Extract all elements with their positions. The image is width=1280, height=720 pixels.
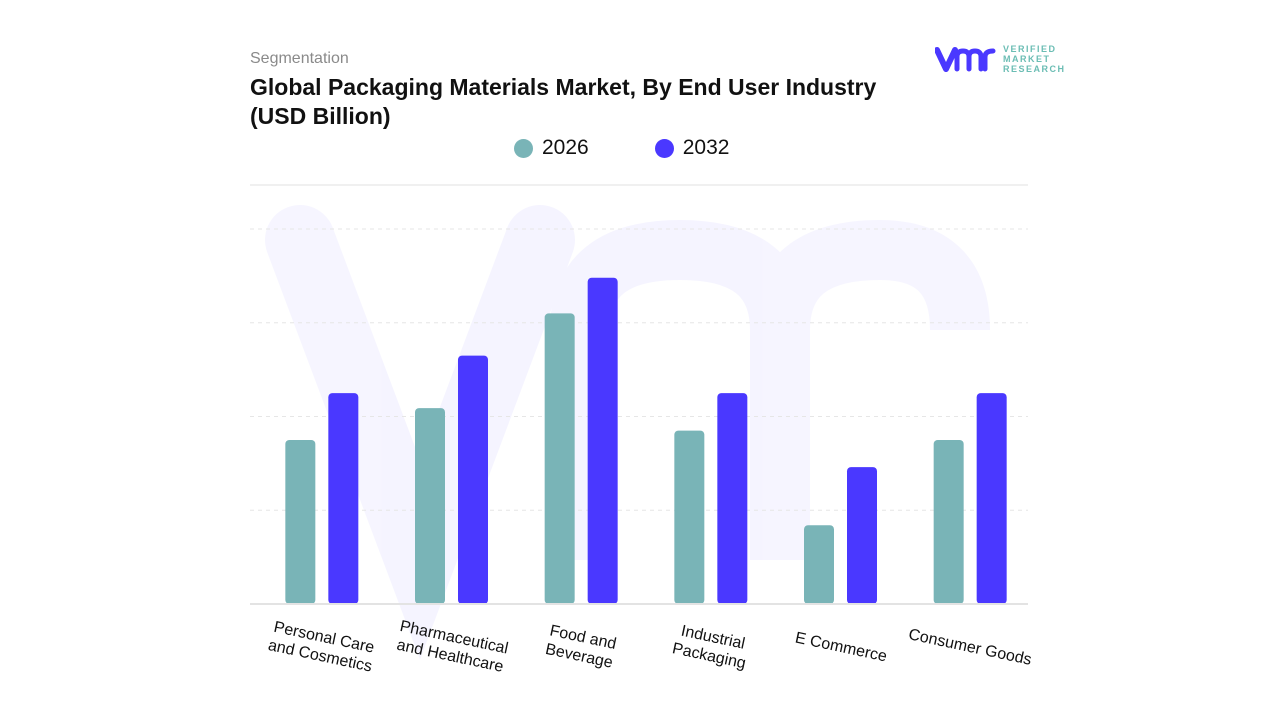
bar-2032-1 [458,355,488,604]
chart-legend: 2026 2032 [514,136,729,160]
bar-2026-4 [804,525,834,604]
bar-2026-3 [674,430,705,604]
bar-2026-0 [285,439,316,604]
chart-title: Global Packaging Materials Market, By En… [250,74,877,129]
bar-2026-2 [544,313,575,604]
bar-2026-5 [933,439,964,604]
bar-2032-3 [717,393,748,604]
legend-dot-2026 [514,138,533,158]
legend-dot-2032 [654,138,674,158]
bar-2032-4 [847,467,877,604]
vmr-logo-icon [935,47,996,72]
legend-label-2032: 2032 [682,136,730,159]
bar-2032-5 [976,393,1007,604]
legend-item-2026: 2026 [514,136,589,160]
bar-2032-2 [587,277,618,604]
bar-2026-1 [415,408,445,604]
vmr-logo: VERIFIED MARKET RESEARCH [935,44,1066,74]
legend-label-2026: 2026 [542,136,589,159]
segment-label: Segmentation [250,50,349,67]
bar-2032-0 [328,393,359,604]
legend-item-2032: 2032 [654,136,730,160]
